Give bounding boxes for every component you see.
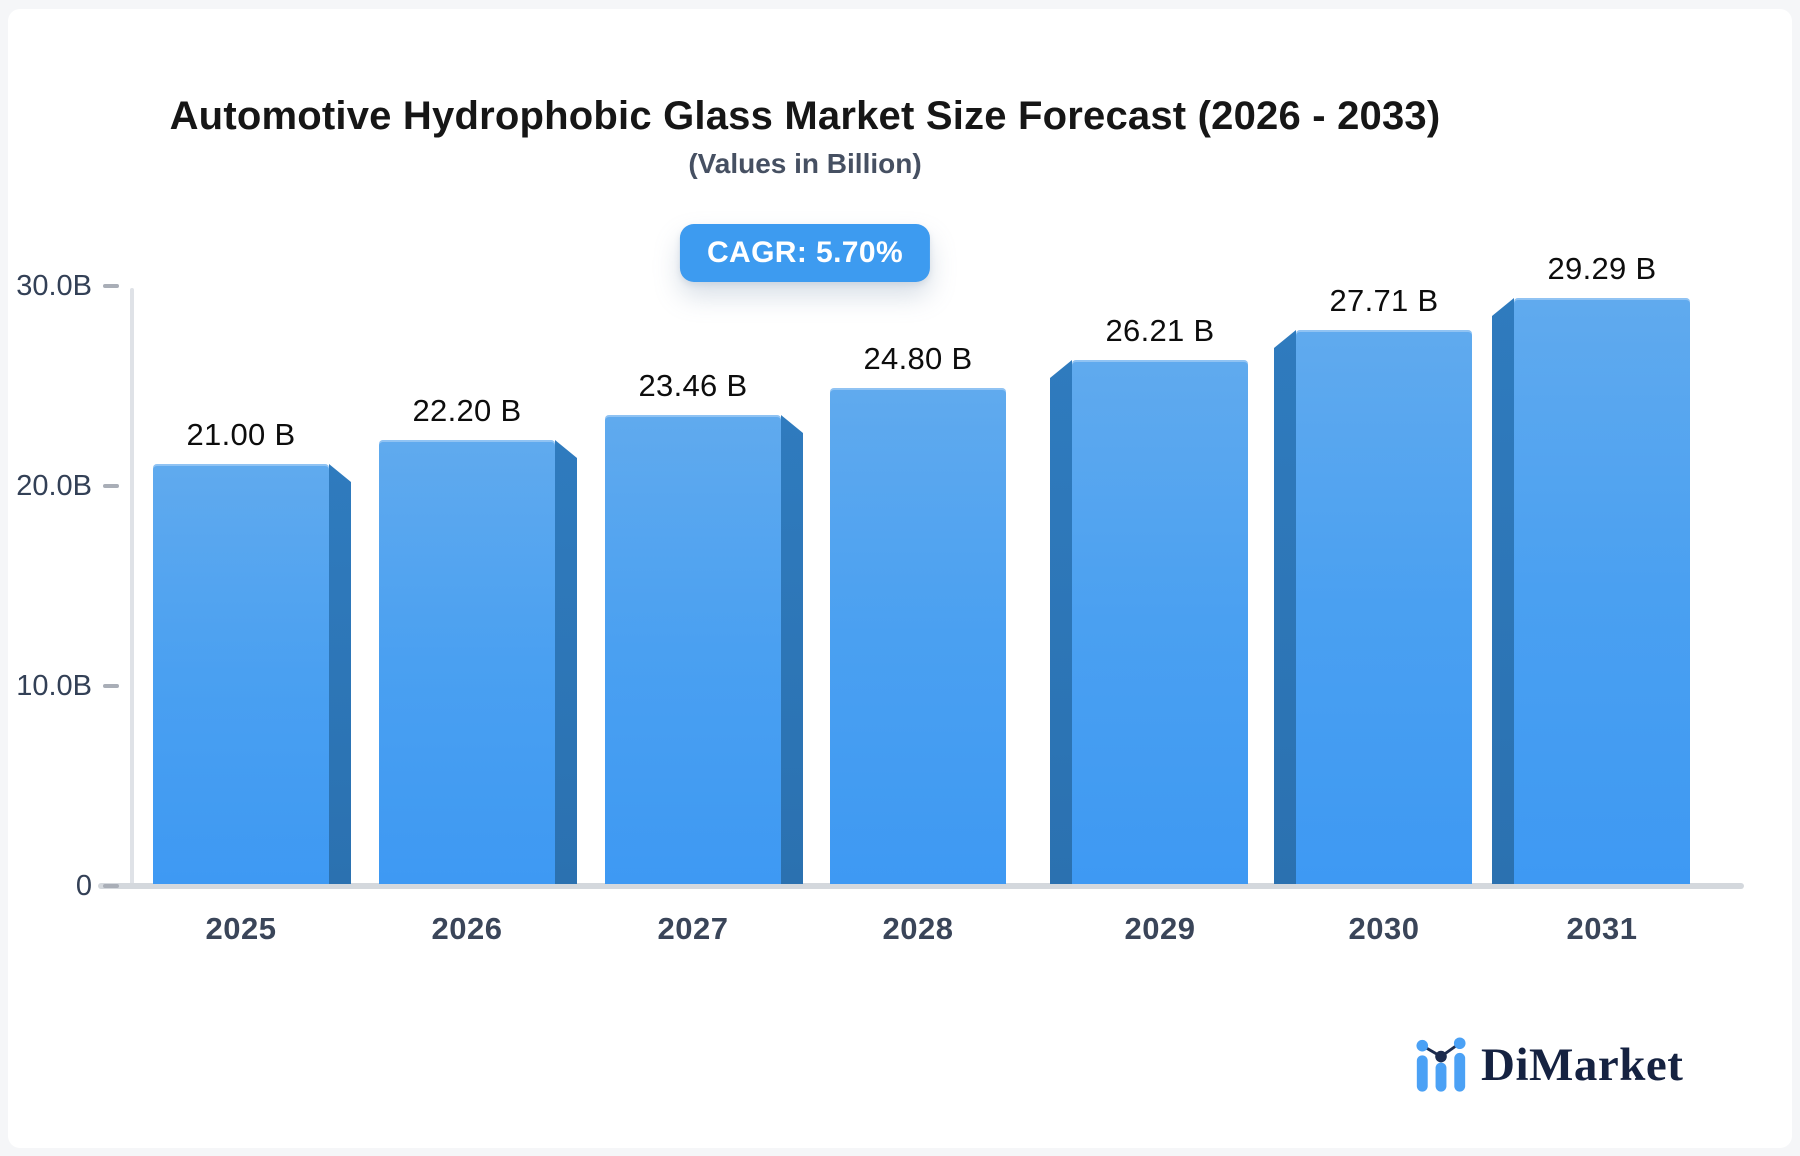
x-axis-label: 2031 [1566, 911, 1638, 946]
brand-name: DiMarket [1481, 1039, 1684, 1091]
bar-side-2027 [781, 415, 803, 884]
x-axis-baseline [98, 883, 1744, 889]
y-tick-dash [103, 284, 119, 288]
y-tick-dash [103, 484, 119, 488]
bar-2028 [830, 388, 1006, 884]
y-tick-dash [103, 884, 119, 888]
bar-value-label: 26.21 B [1105, 313, 1215, 348]
bar-2031 [1514, 298, 1690, 884]
y-tick-dash [103, 684, 119, 688]
y-tick-label: 30.0B [16, 270, 92, 302]
x-axis-label: 2029 [1124, 911, 1196, 946]
dimarket-logo-icon [1416, 1037, 1466, 1092]
bar-2029 [1072, 360, 1248, 884]
x-axis-label: 2030 [1348, 911, 1420, 946]
bar-value-label: 23.46 B [638, 368, 748, 403]
bar-2030 [1296, 330, 1472, 884]
x-axis-label: 2028 [882, 911, 954, 946]
x-axis-label: 2025 [205, 911, 277, 946]
bar-value-label: 21.00 B [186, 417, 296, 452]
chart-subtitle: (Values in Billion) [688, 148, 922, 179]
y-tick-label: 20.0B [16, 470, 92, 502]
x-axis-label: 2026 [431, 911, 503, 946]
bar-2025 [153, 464, 329, 884]
bar-side-2025 [329, 464, 351, 884]
y-tick-label: 10.0B [16, 670, 92, 702]
bar-2026 [379, 440, 555, 884]
brand-logo: DiMarket [1414, 1036, 1683, 1094]
bar-2027 [605, 415, 781, 884]
bar-side-2030 [1274, 330, 1296, 884]
bar-value-label: 24.80 B [863, 341, 973, 376]
bar-side-2029 [1050, 360, 1072, 884]
bar-side-2026 [555, 440, 577, 884]
y-axis-line [130, 288, 134, 886]
bar-side-2031 [1492, 298, 1514, 884]
cagr-badge: CAGR: 5.70% [679, 224, 931, 282]
x-axis-label: 2027 [657, 911, 729, 946]
bar-value-label: 27.71 B [1329, 283, 1439, 318]
bar-value-label: 22.20 B [412, 393, 522, 428]
bar-value-label: 29.29 B [1547, 251, 1657, 286]
y-tick-label: 0 [75, 870, 92, 902]
chart-title: Automotive Hydrophobic Glass Market Size… [169, 94, 1441, 138]
